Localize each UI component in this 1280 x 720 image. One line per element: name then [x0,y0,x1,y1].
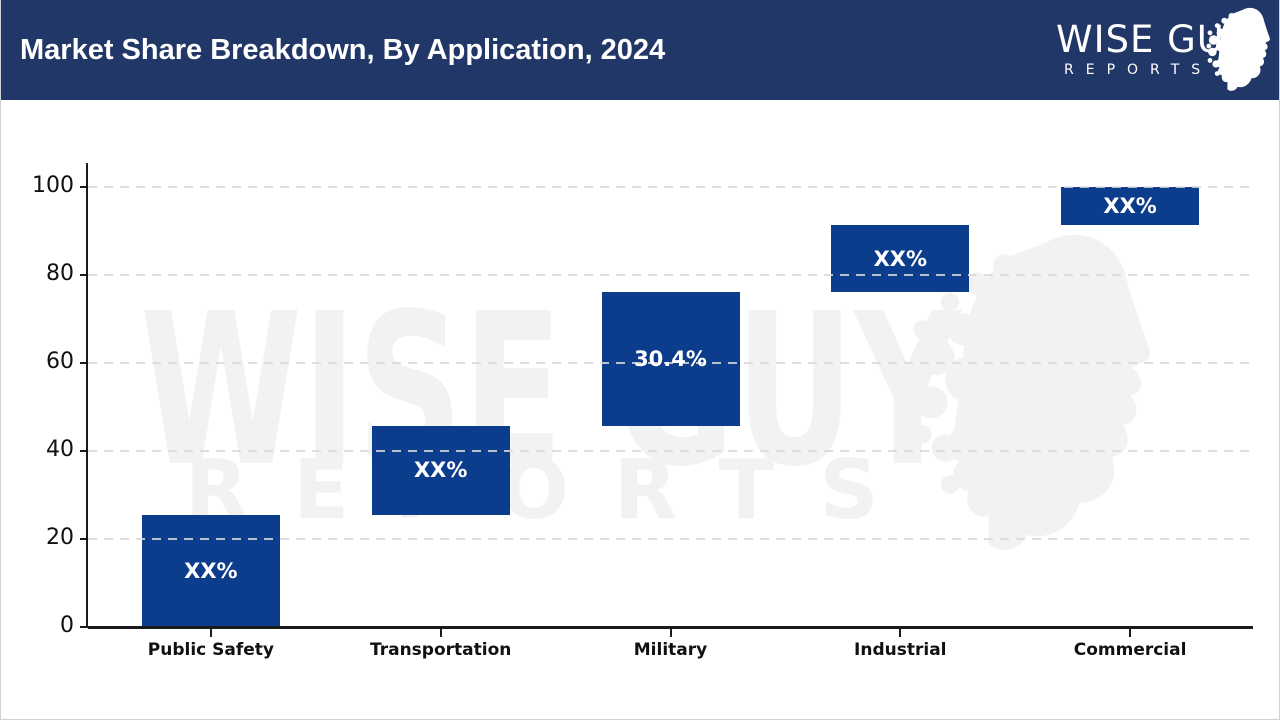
x-axis-line [88,626,1253,629]
bar-value-label: XX% [184,559,238,584]
y-axis-tick-label: 0 [60,613,74,638]
brand-face-icon [1206,7,1270,91]
gridline-20 [88,538,1253,541]
watermark-text-line2: REPORTS [185,443,924,538]
y-axis-tick [80,362,88,365]
x-axis-tick [439,629,442,637]
bar-industrial [831,225,970,293]
x-axis-category-label: Military [633,640,708,660]
y-axis-tick [80,186,88,189]
y-axis-tick-label: 60 [46,349,74,375]
bar-value-label: XX% [873,246,928,271]
x-axis-tick [1129,629,1132,637]
chart-title: Market Share Breakdown, By Application, … [20,34,666,66]
y-axis-tick-label: 100 [32,173,74,199]
watermark-text-line1: WISE GUY [140,268,961,513]
x-axis-tick [669,629,672,637]
x-axis-category-label: Public Safety [147,640,275,660]
bar-public-safety [141,515,280,627]
x-axis-category-label: Transportation [370,640,512,660]
y-axis-tick [80,538,88,541]
bar-military [601,292,740,426]
y-axis-tick-label: 40 [46,437,74,463]
x-axis-tick [209,629,212,637]
gridline-40 [88,450,1253,453]
bar-commercial [1061,187,1200,225]
y-axis-line [86,163,88,627]
gridline-60 [88,362,1253,365]
y-axis-tick-label: 80 [46,261,74,287]
brand-logo: WISE GUY REPORTS [1020,0,1270,100]
gridline-80 [88,274,1253,277]
brand-logo-subname: REPORTS [1064,62,1213,78]
bar-value-label: XX% [1103,194,1157,219]
bar-value-label: XX% [413,458,468,483]
y-axis-tick [80,450,88,453]
y-axis-tick [80,626,88,628]
bar-value-label: 30.4% [634,346,707,371]
gridline-100 [88,186,1253,189]
x-axis-tick [899,629,902,637]
x-axis-category-label: Commercial [1073,640,1187,660]
y-axis-tick-label: 20 [46,525,74,551]
header-bar: Market Share Breakdown, By Application, … [0,0,1280,100]
y-axis-tick [80,274,88,277]
bar-transportation [371,425,510,516]
x-axis-category-label: Industrial [854,640,947,660]
